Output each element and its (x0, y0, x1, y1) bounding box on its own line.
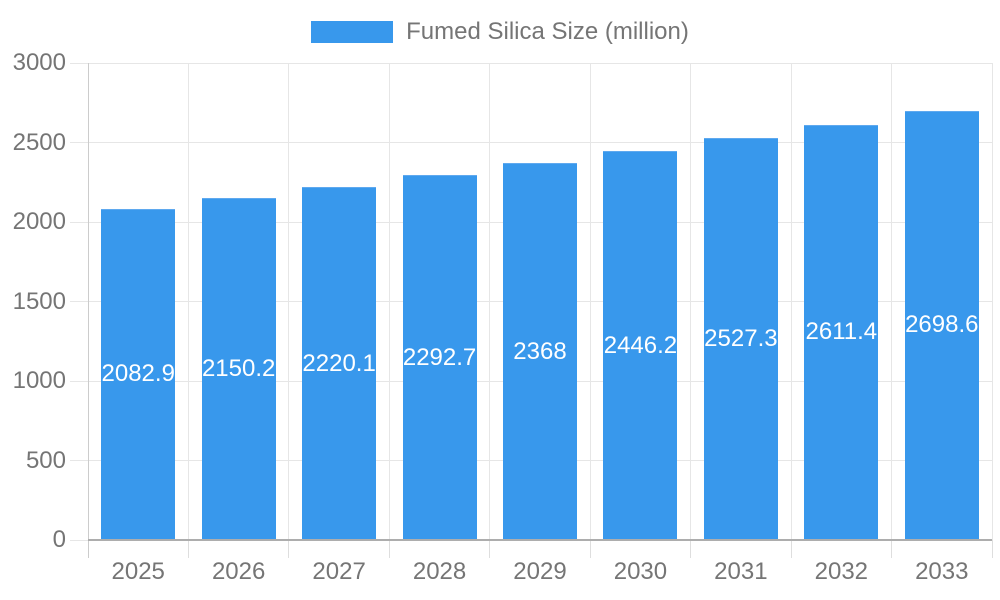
y-zero-tick (70, 539, 88, 541)
x-axis-line (88, 539, 992, 541)
bar-value-label: 2527.3 (704, 325, 778, 353)
bar (302, 187, 377, 540)
y-tick-label: 1000 (12, 367, 66, 394)
bar-value-label: 2611.4 (805, 318, 878, 346)
bar-value-label: 2082.9 (101, 360, 175, 388)
x-gridline (388, 63, 390, 540)
x-category-label: 2033 (915, 558, 969, 585)
x-below-tick (690, 540, 692, 558)
x-below-tick (187, 540, 189, 558)
x-gridline (891, 63, 893, 540)
x-below-tick (790, 540, 792, 558)
x-below-tick (388, 540, 390, 558)
bar-value-label: 2292.7 (402, 343, 477, 371)
x-below-tick (489, 540, 491, 558)
bar (101, 208, 176, 540)
bar (201, 198, 276, 540)
x-category-label: 2025 (111, 558, 165, 585)
x-category-label: 2029 (513, 558, 567, 585)
x-gridline (288, 63, 290, 540)
bar (804, 124, 879, 540)
x-gridline (690, 63, 692, 540)
bar (904, 110, 979, 540)
bar (402, 175, 477, 540)
x-category-label: 2026 (211, 558, 266, 585)
x-gridline (489, 63, 491, 540)
x-category-label: 2030 (613, 558, 668, 585)
y-gridline (70, 62, 992, 64)
x-gridline (187, 63, 189, 540)
bar-value-label: 2220.1 (302, 349, 376, 377)
x-gridline (589, 63, 591, 540)
bar (603, 151, 678, 540)
legend-label: Fumed Silica Size (million) (406, 18, 689, 45)
x-below-tick (891, 540, 893, 558)
x-category-label: 2028 (412, 558, 467, 585)
bar (503, 163, 577, 540)
x-below-tick (288, 540, 290, 558)
bar-value-label: 2446.2 (603, 331, 678, 359)
bar (703, 138, 778, 540)
y-tick-label: 2000 (12, 208, 66, 235)
y-gridline (70, 142, 992, 143)
y-tick-label: 500 (25, 446, 66, 474)
x-gridline (991, 63, 993, 540)
x-category-label: 2032 (814, 558, 869, 585)
legend[interactable]: Fumed Silica Size (million) (0, 18, 1000, 46)
y-tick-label: 0 (52, 526, 66, 553)
x-below-tick (589, 540, 591, 558)
y-tick-label: 3000 (12, 49, 66, 76)
legend-swatch (311, 21, 394, 43)
bar-value-label: 2150.2 (201, 355, 276, 383)
y-tick-label: 1500 (12, 287, 66, 315)
bar-value-label: 2698.6 (905, 311, 979, 339)
x-gridline (790, 63, 792, 540)
x-category-label: 2031 (714, 558, 768, 585)
y-tick-label: 2500 (12, 128, 66, 156)
x-below-tick (991, 540, 993, 558)
bar-value-label: 2368 (513, 337, 567, 365)
x-category-label: 2027 (312, 558, 366, 585)
y-axis-line (87, 63, 89, 558)
